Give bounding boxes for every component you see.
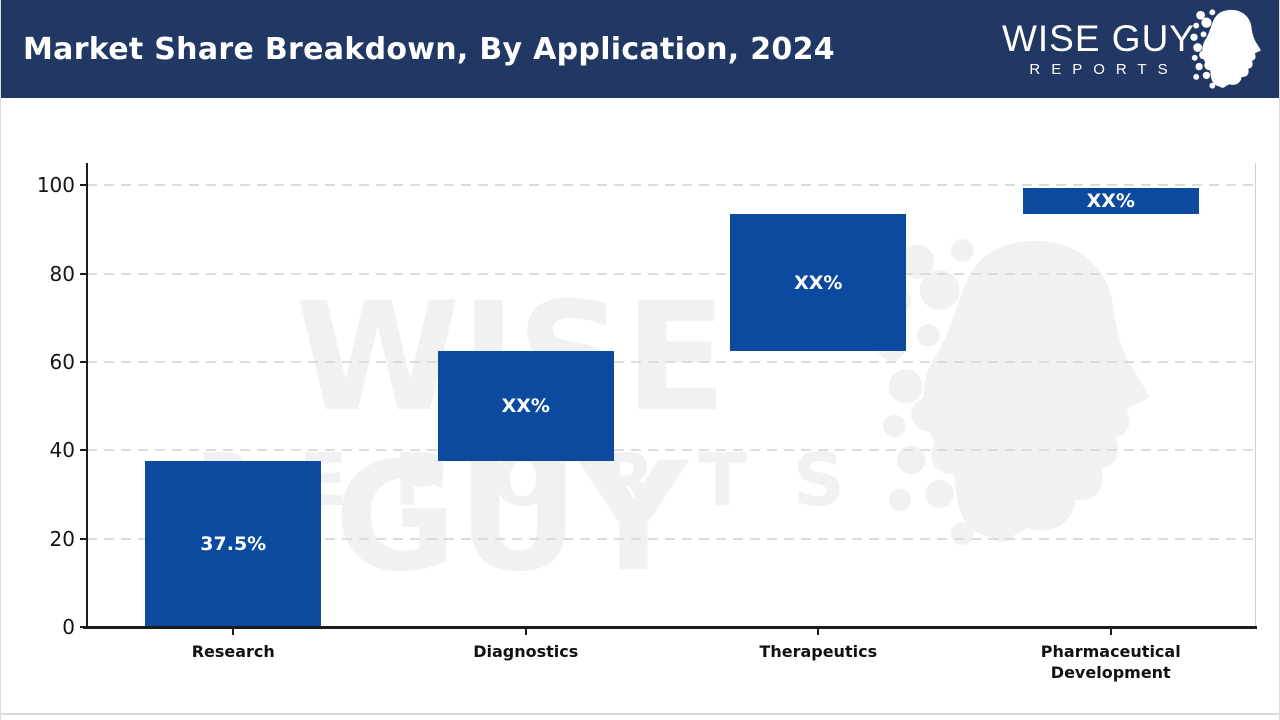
- y-axis-tick-label: 100: [36, 173, 75, 198]
- y-axis-tick: [80, 184, 87, 187]
- bar-diagnostics: XX%: [437, 351, 614, 462]
- category-label-therapeutics: Therapeutics: [759, 642, 878, 661]
- y-axis-tick-label: 0: [62, 615, 75, 639]
- y-axis-tick: [80, 361, 87, 364]
- x-axis-tick: [232, 629, 235, 635]
- y-axis-tick: [80, 449, 87, 452]
- wiseguy-logo: WISE GUY REPORTS: [1002, 5, 1265, 93]
- category-label-pharmaceutical-development: Pharmaceutical Development: [1040, 642, 1181, 682]
- plot-area: 0 20 40 60 80 100 37.5% Research XX% Diagnostics X…: [1, 98, 1279, 720]
- y-axis-tick: [80, 537, 87, 540]
- bar-value-label: 37.5%: [200, 533, 267, 556]
- x-axis-line: [83, 626, 1257, 629]
- category-label-research: Research: [191, 642, 275, 661]
- gridline-60: [87, 361, 1255, 364]
- category-label-diagnostics: Diagnostics: [473, 642, 579, 661]
- logo-reports-label: REPORTS: [1029, 61, 1179, 78]
- y-axis-tick: [80, 272, 87, 275]
- x-axis-tick: [1109, 629, 1112, 635]
- bar-value-label: XX%: [794, 271, 843, 294]
- right-spine: [1255, 163, 1256, 629]
- gridline-80: [87, 272, 1255, 275]
- gridline-20: [87, 537, 1255, 540]
- bar-therapeutics: XX%: [730, 214, 907, 351]
- page-title: Market Share Breakdown, By Application, …: [23, 31, 835, 67]
- y-axis-tick-label: 60: [49, 350, 75, 375]
- bar-research: 37.5%: [145, 461, 322, 627]
- bar-value-label: XX%: [1086, 189, 1135, 212]
- gridline-100: [87, 184, 1255, 187]
- gridline-40: [87, 449, 1255, 452]
- wiseguy-logo-text: WISE GUY REPORTS: [1001, 18, 1195, 79]
- x-axis-tick: [524, 629, 527, 635]
- y-axis-line: [86, 163, 88, 629]
- y-axis-tick-label: 80: [49, 261, 75, 286]
- logo-wiseguy-label: WISE GUY: [1001, 18, 1195, 59]
- bar-value-label: XX%: [501, 395, 550, 418]
- wiseguy-head-icon: [1190, 9, 1261, 89]
- bar-pharmaceutical-development: XX%: [1022, 187, 1199, 215]
- bottom-divider: [1, 713, 1279, 715]
- y-axis-tick-label: 20: [49, 526, 75, 551]
- header: Market Share Breakdown, By Application, …: [1, 0, 1279, 98]
- x-axis-tick: [817, 629, 820, 635]
- y-axis-tick-label: 40: [49, 438, 75, 463]
